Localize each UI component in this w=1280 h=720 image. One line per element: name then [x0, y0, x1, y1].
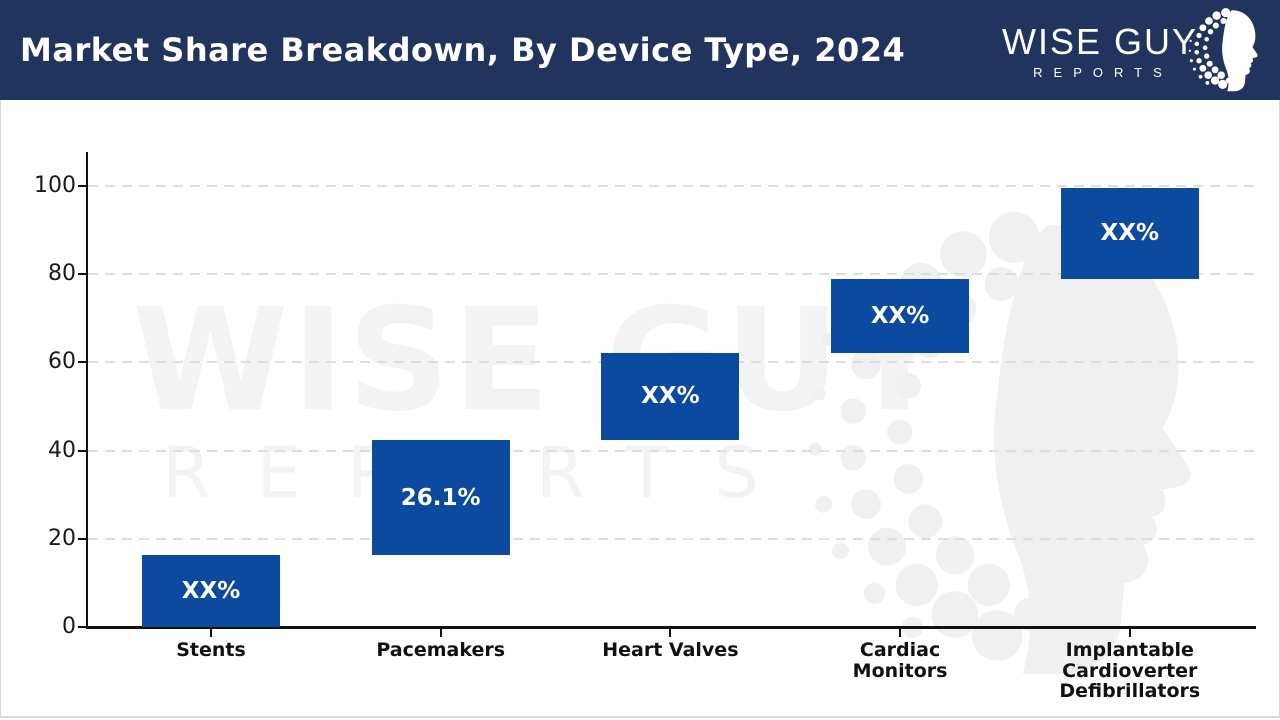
x-tick-mark: [899, 629, 902, 637]
bar-segment: 26.1%: [371, 440, 510, 556]
brand-logo-text: WISE GUY REPORTS: [1002, 21, 1198, 80]
category-label: Pacemakers: [376, 639, 506, 661]
gridline: [88, 185, 1256, 187]
brand-subtitle: REPORTS: [1033, 64, 1173, 80]
y-tick-mark: [78, 185, 87, 187]
header: Market Share Breakdown, By Device Type, …: [0, 0, 1280, 100]
bar-value-label: XX%: [1100, 220, 1160, 247]
bar-value-label: XX%: [181, 578, 241, 605]
category-label: Heart Valves: [602, 639, 739, 661]
y-tick-label: 100: [34, 173, 76, 198]
x-tick-mark: [669, 629, 672, 637]
y-tick-label: 40: [48, 437, 76, 463]
y-tick-mark: [78, 361, 87, 364]
y-tick-mark: [78, 273, 87, 276]
y-tick-label: 20: [48, 525, 76, 551]
y-tick-mark: [78, 626, 87, 628]
category-label: Implantable Cardioverter Defibrillators: [1059, 639, 1201, 703]
y-tick-mark: [78, 537, 87, 540]
x-tick-mark: [439, 629, 442, 637]
watermark-text: WISE GUY: [132, 278, 949, 443]
brand-logo: WISE GUY REPORTS: [1002, 8, 1264, 92]
bar-value-label: 26.1%: [400, 484, 481, 511]
bar-segment: XX%: [601, 352, 740, 440]
bar-value-label: XX%: [870, 302, 930, 329]
page-title: Market Share Breakdown, By Device Type, …: [20, 31, 906, 69]
y-tick-mark: [78, 449, 87, 452]
y-tick-label: 80: [48, 261, 76, 287]
bar-value-label: XX%: [641, 383, 700, 410]
category-label: Cardiac Monitors: [852, 639, 948, 682]
brand-name: WISE GUY: [1001, 20, 1198, 62]
y-tick-label: 0: [62, 614, 76, 639]
gridline: [88, 537, 1256, 540]
y-axis-line: [86, 152, 88, 629]
bar-segment: XX%: [142, 555, 280, 627]
bottom-border: [0, 716, 1280, 718]
chart-area: WISE GUY REPORTS 020406080100StentsPacem…: [0, 100, 1280, 716]
bar-segment: XX%: [831, 279, 970, 353]
gridline: [88, 449, 1256, 452]
y-tick-label: 60: [48, 349, 76, 375]
x-tick-mark: [210, 629, 212, 637]
gridline: [88, 273, 1256, 276]
x-axis-line: [86, 626, 1256, 629]
left-border: [0, 100, 1, 718]
category-label: Stents: [176, 639, 246, 661]
bar-segment: XX%: [1060, 187, 1199, 280]
x-tick-mark: [1128, 629, 1131, 637]
